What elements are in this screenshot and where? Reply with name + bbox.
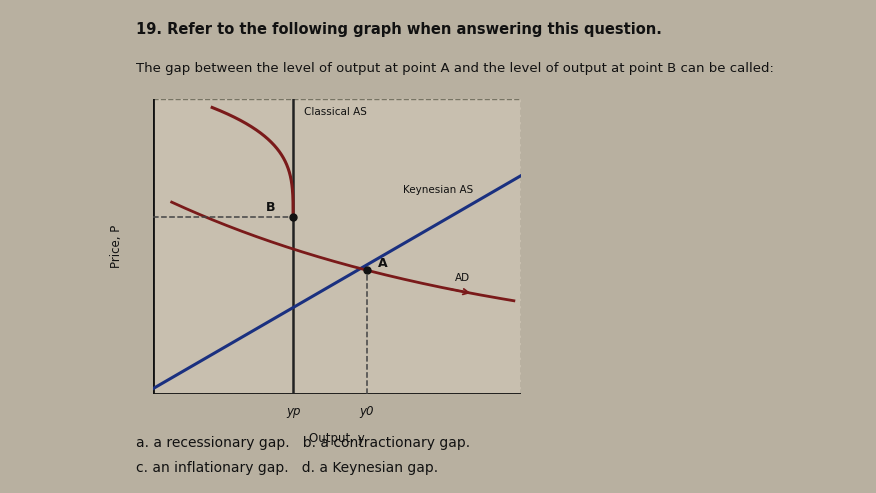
Text: yp: yp <box>286 405 300 418</box>
Text: Output, y: Output, y <box>309 432 365 445</box>
Text: c. an inflationary gap.   d. a Keynesian gap.: c. an inflationary gap. d. a Keynesian g… <box>136 461 438 475</box>
Text: a. a recessionary gap.   b. a contractionary gap.: a. a recessionary gap. b. a contractiona… <box>136 436 470 450</box>
Text: Classical AS: Classical AS <box>304 107 367 117</box>
Text: A: A <box>378 257 387 270</box>
Text: B: B <box>265 201 275 214</box>
Text: The gap between the level of output at point A and the level of output at point : The gap between the level of output at p… <box>136 62 774 74</box>
Text: 19. Refer to the following graph when answering this question.: 19. Refer to the following graph when an… <box>136 22 661 37</box>
Text: AD: AD <box>455 273 470 283</box>
Text: Keynesian AS: Keynesian AS <box>404 185 474 195</box>
Text: y0: y0 <box>359 405 374 418</box>
Text: Price, P: Price, P <box>110 225 123 268</box>
